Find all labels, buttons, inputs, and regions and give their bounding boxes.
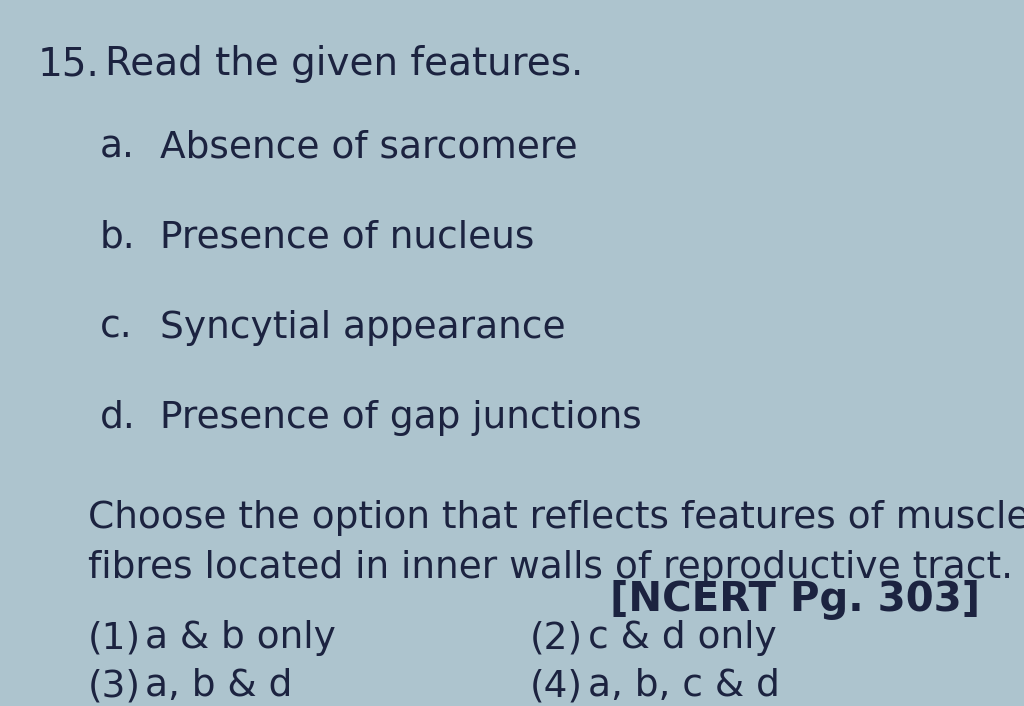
Text: Presence of nucleus: Presence of nucleus — [160, 220, 535, 256]
Text: c & d only: c & d only — [588, 620, 777, 656]
Text: [NCERT Pg. 303]: [NCERT Pg. 303] — [610, 580, 980, 620]
Text: 15.: 15. — [38, 45, 100, 83]
Text: Read the given features.: Read the given features. — [105, 45, 584, 83]
Text: fibres located in inner walls of reproductive tract.: fibres located in inner walls of reprodu… — [88, 550, 1013, 586]
Text: a & b only: a & b only — [145, 620, 336, 656]
Text: (1): (1) — [88, 620, 141, 656]
Text: a, b, c & d: a, b, c & d — [588, 668, 780, 704]
Text: Syncytial appearance: Syncytial appearance — [160, 310, 565, 346]
Text: a, b & d: a, b & d — [145, 668, 293, 704]
Text: b.: b. — [100, 220, 135, 256]
Text: Choose the option that reflects features of muscle: Choose the option that reflects features… — [88, 500, 1024, 536]
Text: Presence of gap junctions: Presence of gap junctions — [160, 400, 642, 436]
Text: d.: d. — [100, 400, 136, 436]
Text: (4): (4) — [530, 668, 583, 704]
Text: c.: c. — [100, 310, 133, 346]
Text: (2): (2) — [530, 620, 583, 656]
Text: a.: a. — [100, 130, 135, 166]
Text: Absence of sarcomere: Absence of sarcomere — [160, 130, 578, 166]
Text: (3): (3) — [88, 668, 141, 704]
